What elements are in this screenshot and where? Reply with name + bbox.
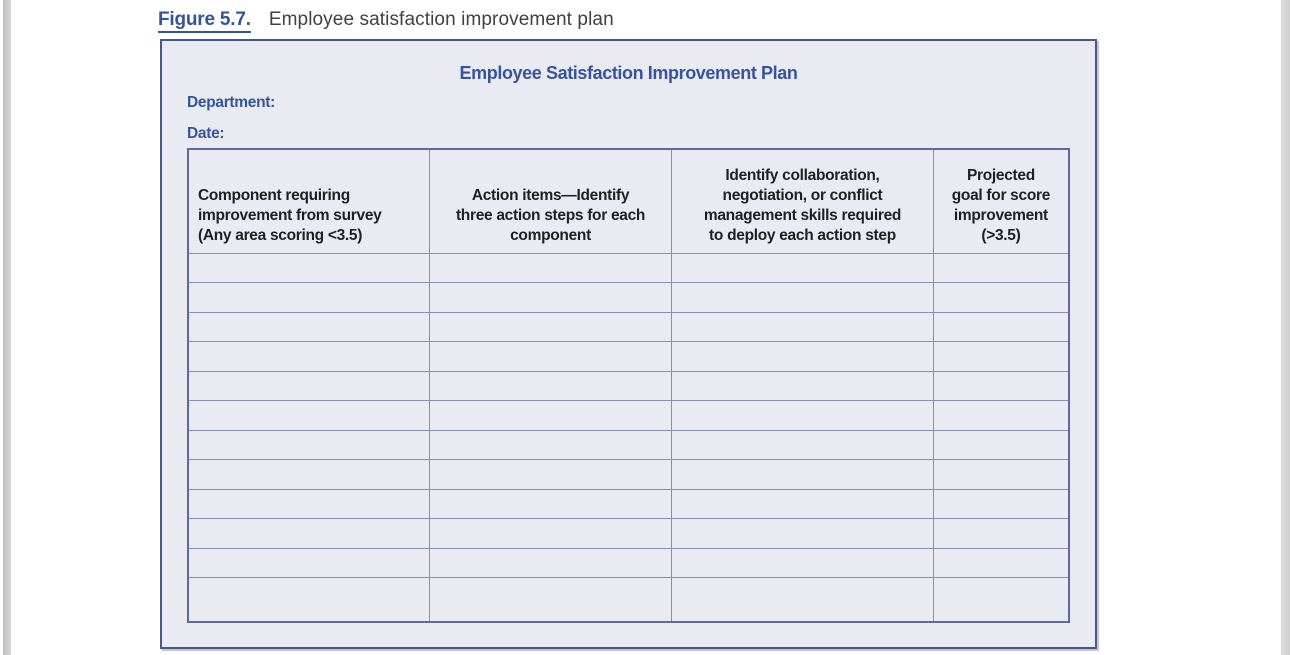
table-cell [428,311,673,343]
table-row [187,400,1070,431]
table-cell [671,400,934,431]
table-header-row: Component requiring improvement from sur… [187,148,1070,254]
table-cell [428,488,673,520]
table-cell [428,459,673,490]
figure-caption: Figure 5.7. Employee satisfaction improve… [158,8,614,33]
table-row [187,311,1070,343]
table-cell [932,282,1070,313]
table-cell [932,488,1070,520]
table-cell [187,252,430,284]
table-cell [671,429,934,461]
table-cell [671,282,934,313]
table-cell [932,400,1070,431]
form-title: Employee Satisfaction Improvement Plan [459,63,798,83]
table-cell [187,370,430,402]
table-row [187,429,1070,461]
table-cell [932,577,1070,623]
table-cell [187,547,430,579]
table-cell [428,577,673,623]
table-cell [671,311,934,343]
table-cell [428,341,673,372]
table-row [187,252,1070,284]
table-cell [932,429,1070,461]
table-cell [932,547,1070,579]
table-row [187,341,1070,372]
figure-label: Figure 5.7. [158,9,251,33]
date-label: Date: [187,125,225,142]
table-cell [428,518,673,549]
table-cell [187,282,430,313]
table-cell [932,311,1070,343]
page-scan-edge-right [1281,0,1290,655]
table-cell [428,370,673,402]
table-cell [671,341,934,372]
table-cell [187,400,430,431]
table-cell [187,518,430,549]
page-scan-edge-left [3,0,11,655]
table-cell [187,459,430,490]
improvement-plan-table: Component requiring improvement from sur… [187,148,1070,623]
department-label: Department: [187,94,275,111]
table-cell [187,488,430,520]
column-header-component: Component requiring improvement from sur… [187,148,430,254]
table-cell [187,311,430,343]
column-header-skills: Identify collaboration, negotiation, or … [671,148,934,254]
table-cell [671,518,934,549]
table-cell [671,488,934,520]
table-row [187,577,1070,623]
table-row [187,370,1070,402]
table-cell [671,370,934,402]
table-cell [671,577,934,623]
table-cell [428,547,673,579]
figure-title: Employee satisfaction improvement plan [268,9,614,30]
table-cell [671,459,934,490]
table-cell [932,518,1070,549]
table-row [187,518,1070,549]
table-cell [428,282,673,313]
table-cell [187,429,430,461]
form-box: Employee Satisfaction Improvement Plan D… [160,39,1097,649]
table-cell [671,252,934,284]
table-cell [428,400,673,431]
table-row [187,547,1070,579]
table-cell [932,341,1070,372]
table-row [187,282,1070,313]
table-cell [932,252,1070,284]
table-cell [187,577,430,623]
table-cell [932,370,1070,402]
table-cell [187,341,430,372]
table-cell [428,429,673,461]
table-cell [671,547,934,579]
table-cell [932,459,1070,490]
table-row [187,459,1070,490]
column-header-action-items: Action items—Identify three action steps… [428,148,673,254]
table-cell [428,252,673,284]
table-row [187,488,1070,520]
column-header-projected-goal: Projected goal for score improvement (>3… [932,148,1070,254]
table-body [187,252,1070,623]
